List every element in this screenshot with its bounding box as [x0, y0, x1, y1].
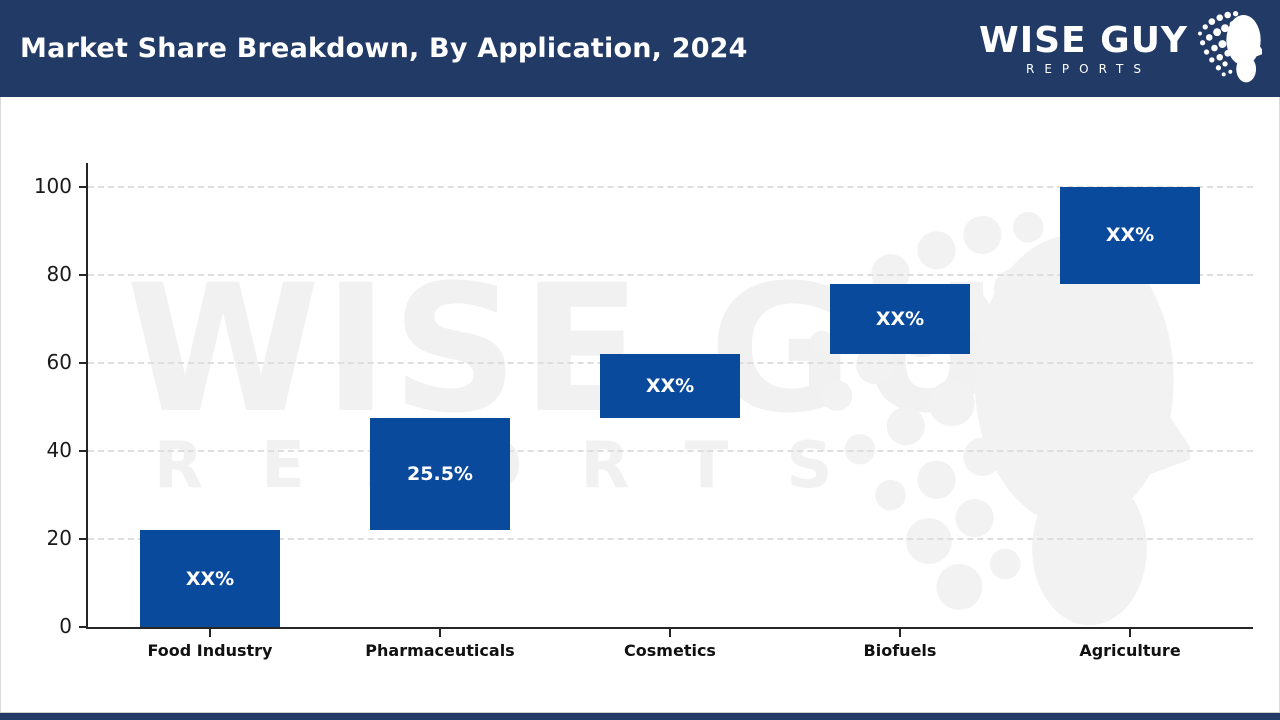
bar-segment: XX% [1060, 187, 1200, 284]
bar-value-label: XX% [185, 567, 235, 590]
footer-bar [0, 713, 1280, 720]
y-tick-label: 0 [59, 614, 72, 638]
y-tick-mark [79, 626, 87, 628]
bar-value-label: XX% [645, 375, 695, 398]
x-tick-label: Agriculture [1079, 641, 1181, 660]
gridline [88, 186, 1253, 188]
y-tick-label: 60 [46, 350, 72, 374]
header: Market Share Breakdown, By Application, … [0, 0, 1280, 97]
logo-subtitle: REPORTS [1025, 61, 1151, 76]
bar-segment: 25.5% [370, 418, 510, 531]
x-tick-label: Cosmetics [624, 641, 716, 660]
page-border-left [0, 97, 1, 712]
y-tick-label: 20 [46, 526, 72, 550]
logo-wordmark: WISE GUY [978, 19, 1188, 61]
bar-value-label: XX% [1105, 224, 1155, 247]
gridline [88, 538, 1253, 540]
y-tick-label: 80 [46, 262, 72, 286]
page-title: Market Share Breakdown, By Application, … [20, 33, 748, 64]
y-tick-label: 40 [46, 438, 72, 462]
y-axis [86, 163, 88, 629]
y-tick-mark [79, 274, 87, 276]
bar-segment: XX% [600, 354, 740, 418]
x-tick-mark [1129, 629, 1131, 637]
brand-logo-text: WISE GUY REPORTS [978, 19, 1188, 76]
x-tick-mark [209, 629, 211, 637]
x-tick-mark [439, 629, 441, 637]
bar-segment: XX% [830, 283, 970, 355]
y-tick-mark [79, 362, 87, 364]
x-tick-mark [669, 629, 671, 637]
bar-value-label: 25.5% [407, 463, 473, 486]
gridline [88, 274, 1253, 276]
y-tick-mark [79, 450, 87, 452]
logo-face-icon [1197, 10, 1262, 82]
y-tick-mark [79, 186, 87, 188]
brand-logo: WISE GUY REPORTS [979, 9, 1262, 89]
y-tick-label: 100 [33, 174, 72, 198]
gridline [88, 450, 1253, 452]
bar-segment: XX% [140, 530, 280, 627]
x-tick-label: Food Industry [147, 641, 273, 660]
page-border-bottom [0, 712, 1280, 713]
x-tick-label: Pharmaceuticals [365, 641, 515, 660]
x-tick-label: Biofuels [863, 641, 937, 660]
x-tick-mark [899, 629, 901, 637]
y-tick-mark [79, 538, 87, 540]
x-axis [86, 627, 1253, 629]
bar-value-label: XX% [875, 307, 925, 330]
